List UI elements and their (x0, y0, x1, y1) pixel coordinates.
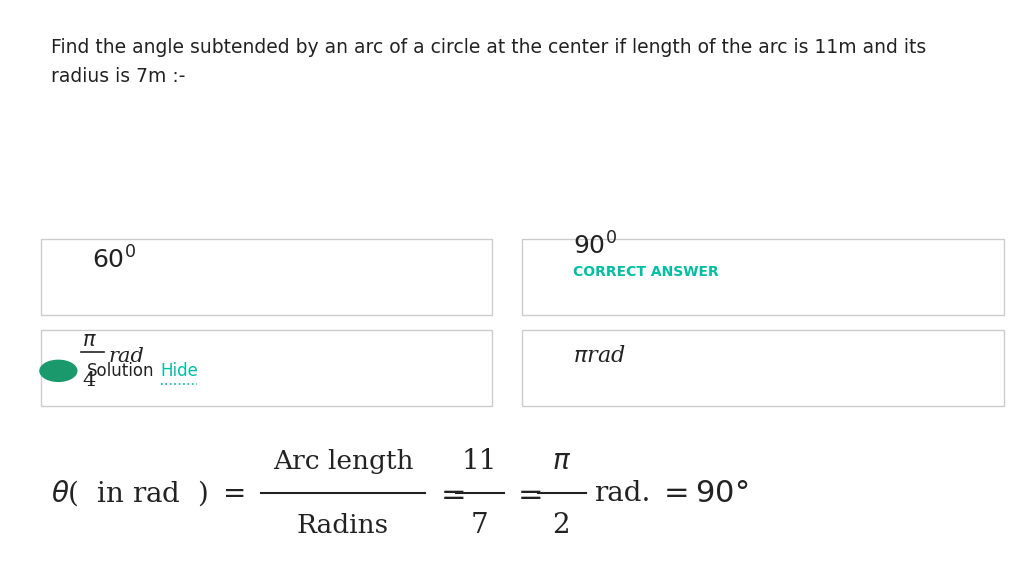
Circle shape (40, 360, 77, 381)
Text: $= 90°$: $= 90°$ (658, 478, 749, 509)
Text: Radins: Radins (297, 513, 389, 538)
Text: Find the angle subtended by an arc of a circle at the center if length of the ar: Find the angle subtended by an arc of a … (51, 38, 927, 57)
Text: 4: 4 (82, 371, 95, 390)
Text: $\pi$: $\pi$ (552, 448, 570, 475)
Text: CORRECT ANSWER: CORRECT ANSWER (573, 265, 719, 279)
Text: $90^0$: $90^0$ (573, 233, 617, 260)
Text: $=$: $=$ (435, 478, 466, 509)
FancyBboxPatch shape (41, 239, 492, 315)
Text: 7: 7 (470, 512, 488, 539)
Text: rad.: rad. (594, 480, 650, 507)
Text: 11: 11 (462, 448, 497, 475)
Text: ℹ: ℹ (55, 363, 61, 378)
FancyBboxPatch shape (41, 330, 492, 406)
Text: Solution: Solution (87, 362, 155, 380)
Text: $\pi$: $\pi$ (82, 331, 96, 350)
FancyBboxPatch shape (522, 239, 1004, 315)
Text: Arc length: Arc length (272, 449, 414, 474)
Text: $\theta$(  in rad  ) $=$: $\theta$( in rad ) $=$ (51, 479, 245, 508)
Text: $\pi$rad: $\pi$rad (573, 345, 626, 367)
Text: rad: rad (109, 347, 144, 366)
Text: Hide: Hide (161, 362, 199, 380)
FancyBboxPatch shape (522, 330, 1004, 406)
Text: 2: 2 (552, 512, 570, 539)
Text: $60^0$: $60^0$ (92, 246, 136, 273)
Text: radius is 7m :-: radius is 7m :- (51, 67, 185, 86)
Text: $=$: $=$ (512, 478, 543, 509)
